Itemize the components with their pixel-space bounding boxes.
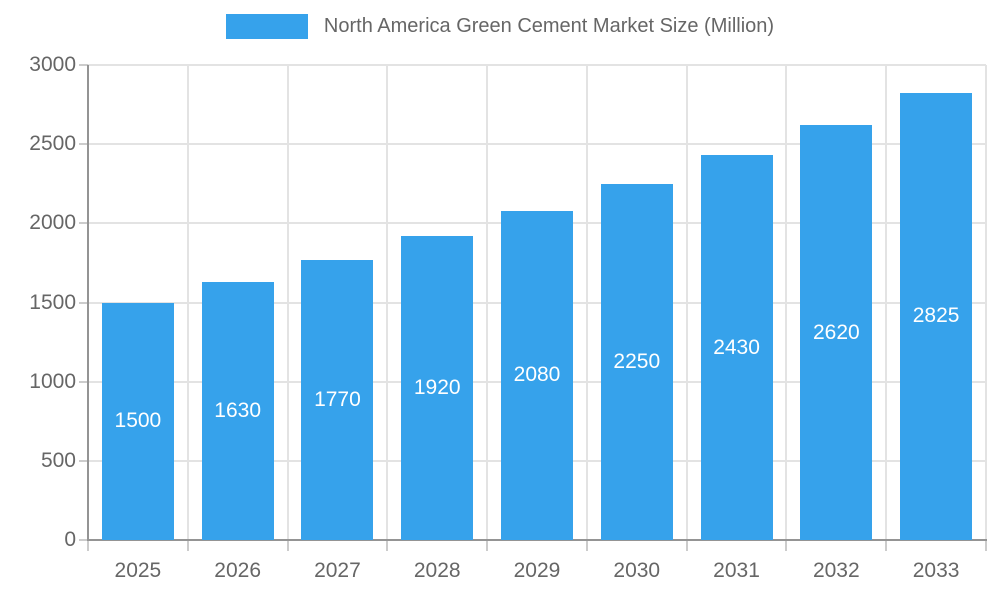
x-tick-label: 2028 (413, 559, 461, 582)
y-tick-mark (79, 301, 88, 304)
bar-value-label: 1920 (413, 376, 461, 399)
bar-value-label: 1500 (114, 409, 162, 433)
legend-label: North America Green Cement Market Size (… (323, 15, 775, 37)
y-tick-mark (79, 143, 88, 146)
x-tick-label: 2025 (114, 559, 162, 582)
legend[interactable]: North America Green Cement Market Size (… (0, 14, 1000, 39)
y-tick-label: 3000 (29, 53, 76, 76)
v-gridline (885, 65, 888, 540)
x-tick-mark (585, 540, 588, 551)
bar[interactable] (800, 125, 873, 540)
v-gridline (785, 65, 788, 540)
x-tick-mark (286, 540, 289, 551)
bar-value-label: 2620 (812, 320, 860, 344)
legend-swatch-icon (225, 14, 308, 39)
bar[interactable] (900, 92, 973, 540)
bar-value-label: 2825 (912, 304, 960, 328)
bar-value-label: 1770 (314, 387, 361, 411)
x-tick-mark (785, 540, 788, 551)
x-tick-label: 2033 (912, 559, 960, 582)
v-gridline (386, 65, 389, 540)
x-tick-mark (486, 540, 489, 551)
v-gridline (685, 65, 688, 540)
x-tick-mark (885, 540, 888, 551)
v-gridline (186, 65, 189, 540)
x-tick-label: 2031 (713, 559, 760, 582)
x-tick-label: 2029 (513, 559, 561, 582)
y-tick-mark (79, 459, 88, 462)
y-tick-label: 1000 (29, 369, 76, 393)
bar[interactable] (101, 302, 174, 540)
x-tick-mark (985, 540, 987, 551)
y-tick-mark (79, 222, 88, 225)
x-tick-mark (685, 540, 688, 551)
y-axis-line (87, 65, 89, 540)
v-gridline (486, 65, 489, 540)
y-tick-label: 0 (64, 528, 76, 551)
y-tick-label: 2500 (29, 132, 76, 156)
h-gridline (88, 143, 986, 146)
x-axis-line (87, 539, 987, 541)
y-tick-label: 500 (40, 448, 76, 472)
bar-value-label: 1630 (214, 398, 262, 422)
y-tick-mark (79, 380, 88, 383)
bar-value-label: 2080 (513, 363, 561, 387)
v-gridline (985, 65, 987, 540)
v-gridline (286, 65, 289, 540)
x-tick-mark (186, 540, 189, 551)
bar[interactable] (700, 155, 773, 540)
bar[interactable] (401, 236, 474, 540)
x-tick-mark (87, 540, 89, 551)
x-tick-mark (386, 540, 389, 551)
x-tick-label: 2030 (613, 559, 661, 582)
bar[interactable] (501, 210, 573, 540)
bar[interactable] (201, 281, 274, 540)
bar[interactable] (600, 183, 673, 540)
y-tick-label: 1500 (29, 290, 76, 314)
plot-area: 1500 1630 1770 1920 2080 2250 2430 2620 2825 (79, 64, 987, 551)
x-tick-label: 2026 (214, 559, 261, 582)
x-tick-label: 2027 (314, 559, 361, 582)
y-tick-mark (79, 539, 88, 541)
y-tick-label: 2000 (29, 211, 76, 235)
bar[interactable] (301, 259, 374, 540)
v-gridline (585, 65, 588, 540)
x-tick-label: 2032 (812, 559, 860, 582)
bar-value-label: 2430 (713, 335, 760, 359)
bar-value-label: 2250 (613, 349, 661, 373)
h-gridline (88, 64, 986, 66)
y-tick-mark (79, 64, 88, 66)
